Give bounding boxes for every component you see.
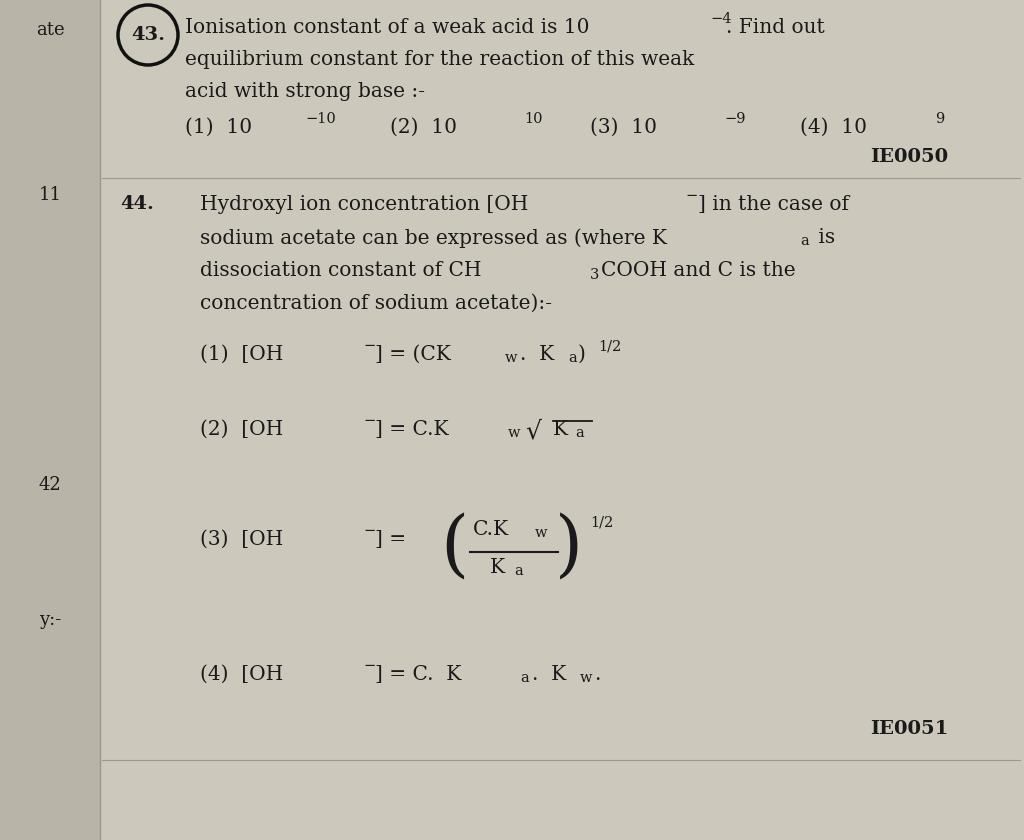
Text: a: a [575,426,584,440]
Text: −10: −10 [305,112,336,126]
Text: K: K [553,420,568,439]
Text: −4: −4 [710,12,731,26]
Text: .  K: . K [520,345,554,364]
Text: is: is [812,228,836,247]
Text: acid with strong base :-: acid with strong base :- [185,82,425,101]
Text: 1/2: 1/2 [598,339,622,353]
Text: −: − [362,659,375,673]
Text: a: a [520,671,528,685]
Text: 11: 11 [39,186,61,204]
Text: 44.: 44. [120,195,154,213]
Text: 42: 42 [39,476,61,494]
Text: w: w [508,426,520,440]
Text: 10: 10 [524,112,543,126]
Text: COOH and C is the: COOH and C is the [601,261,796,280]
Text: (4)  10: (4) 10 [800,118,867,137]
Text: Hydroxyl ion concentration [OH: Hydroxyl ion concentration [OH [200,195,528,214]
Text: w: w [535,526,548,540]
Text: concentration of sodium acetate):-: concentration of sodium acetate):- [200,294,552,313]
Text: −: − [362,339,375,353]
Text: ): ) [555,512,583,582]
Text: a: a [800,234,809,248]
Text: ] =: ] = [375,530,413,549]
Text: .: . [594,665,600,684]
Text: √: √ [525,420,541,443]
Text: a: a [568,351,577,365]
Text: IE0050: IE0050 [870,148,948,166]
Bar [0,0,100,840]
Text: y:-: y:- [39,611,61,629]
Text: (3)  [OH: (3) [OH [200,530,284,549]
Text: w: w [580,671,593,685]
Text: (1)  [OH: (1) [OH [200,345,284,364]
Text: −: − [362,414,375,428]
Text: (4)  [OH: (4) [OH [200,665,284,684]
Text: .  K: . K [532,665,566,684]
Text: IE0051: IE0051 [870,720,948,738]
Text: sodium acetate can be expressed as (where K: sodium acetate can be expressed as (wher… [200,228,667,248]
Text: w: w [505,351,517,365]
Text: 43.: 43. [131,26,165,44]
Text: (: ( [440,512,468,582]
Text: ate: ate [36,21,65,39]
Text: (2)  10: (2) 10 [390,118,457,137]
Text: ] in the case of: ] in the case of [698,195,849,214]
Text: 1/2: 1/2 [590,516,613,530]
Text: Ionisation constant of a weak acid is 10: Ionisation constant of a weak acid is 10 [185,18,590,37]
Text: −: − [685,189,697,203]
Text: C.K: C.K [473,520,509,539]
Text: a: a [514,564,522,578]
Text: (1)  10: (1) 10 [185,118,252,137]
Text: (3)  10: (3) 10 [590,118,657,137]
Text: −: − [362,524,375,538]
Text: ] = C.  K: ] = C. K [375,665,462,684]
Text: ] = (CK: ] = (CK [375,345,451,364]
Text: K: K [490,558,505,577]
Text: −9: −9 [724,112,745,126]
Text: equilibrium constant for the reaction of this weak: equilibrium constant for the reaction of… [185,50,694,69]
Text: dissociation constant of CH: dissociation constant of CH [200,261,481,280]
Text: 3: 3 [590,268,599,282]
Text: (2)  [OH: (2) [OH [200,420,284,439]
Text: . Find out: . Find out [726,18,824,37]
Text: ] = C.K: ] = C.K [375,420,449,439]
Text: 9: 9 [935,112,944,126]
Text: ): ) [578,345,586,364]
